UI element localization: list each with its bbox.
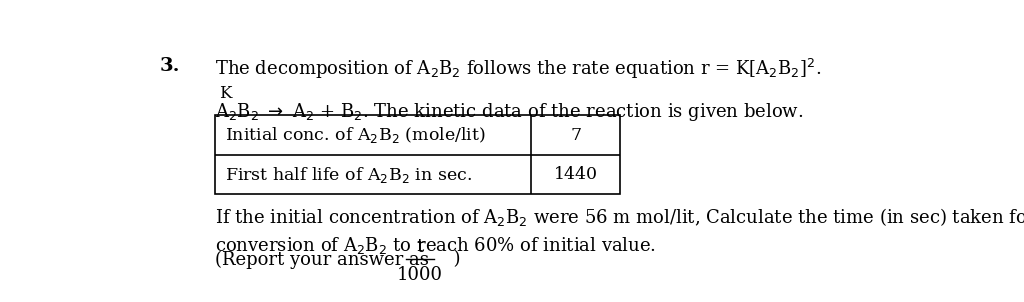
Text: conversion of A$_2$B$_2$ to reach 60% of initial value.: conversion of A$_2$B$_2$ to reach 60% of… bbox=[215, 235, 656, 256]
Text: 7: 7 bbox=[570, 127, 582, 143]
Text: First half life of A$_2$B$_2$ in sec.: First half life of A$_2$B$_2$ in sec. bbox=[225, 165, 472, 185]
Text: If the initial concentration of A$_2$B$_2$ were 56 m mol/lit, Calculate the time: If the initial concentration of A$_2$B$_… bbox=[215, 206, 1024, 228]
Text: 3.: 3. bbox=[160, 57, 180, 75]
Text: The decomposition of A$_2$B$_2$ follows the rate equation r = K[A$_2$B$_2$]$^2$.: The decomposition of A$_2$B$_2$ follows … bbox=[215, 57, 821, 81]
Text: (Report your answer as: (Report your answer as bbox=[215, 250, 435, 268]
Text: K: K bbox=[219, 85, 231, 102]
Text: 1000: 1000 bbox=[397, 265, 443, 284]
Text: A$_2$B$_2$ $\rightarrow$ A$_2$ + B$_2$. The kinetic data of the reaction is give: A$_2$B$_2$ $\rightarrow$ A$_2$ + B$_2$. … bbox=[215, 101, 804, 123]
Text: Initial conc. of A$_2$B$_2$ (mole/lit): Initial conc. of A$_2$B$_2$ (mole/lit) bbox=[225, 125, 485, 145]
Text: t: t bbox=[417, 238, 424, 256]
Text: ): ) bbox=[442, 250, 461, 268]
Text: 1440: 1440 bbox=[554, 166, 598, 183]
Bar bbox=[215, 115, 621, 194]
